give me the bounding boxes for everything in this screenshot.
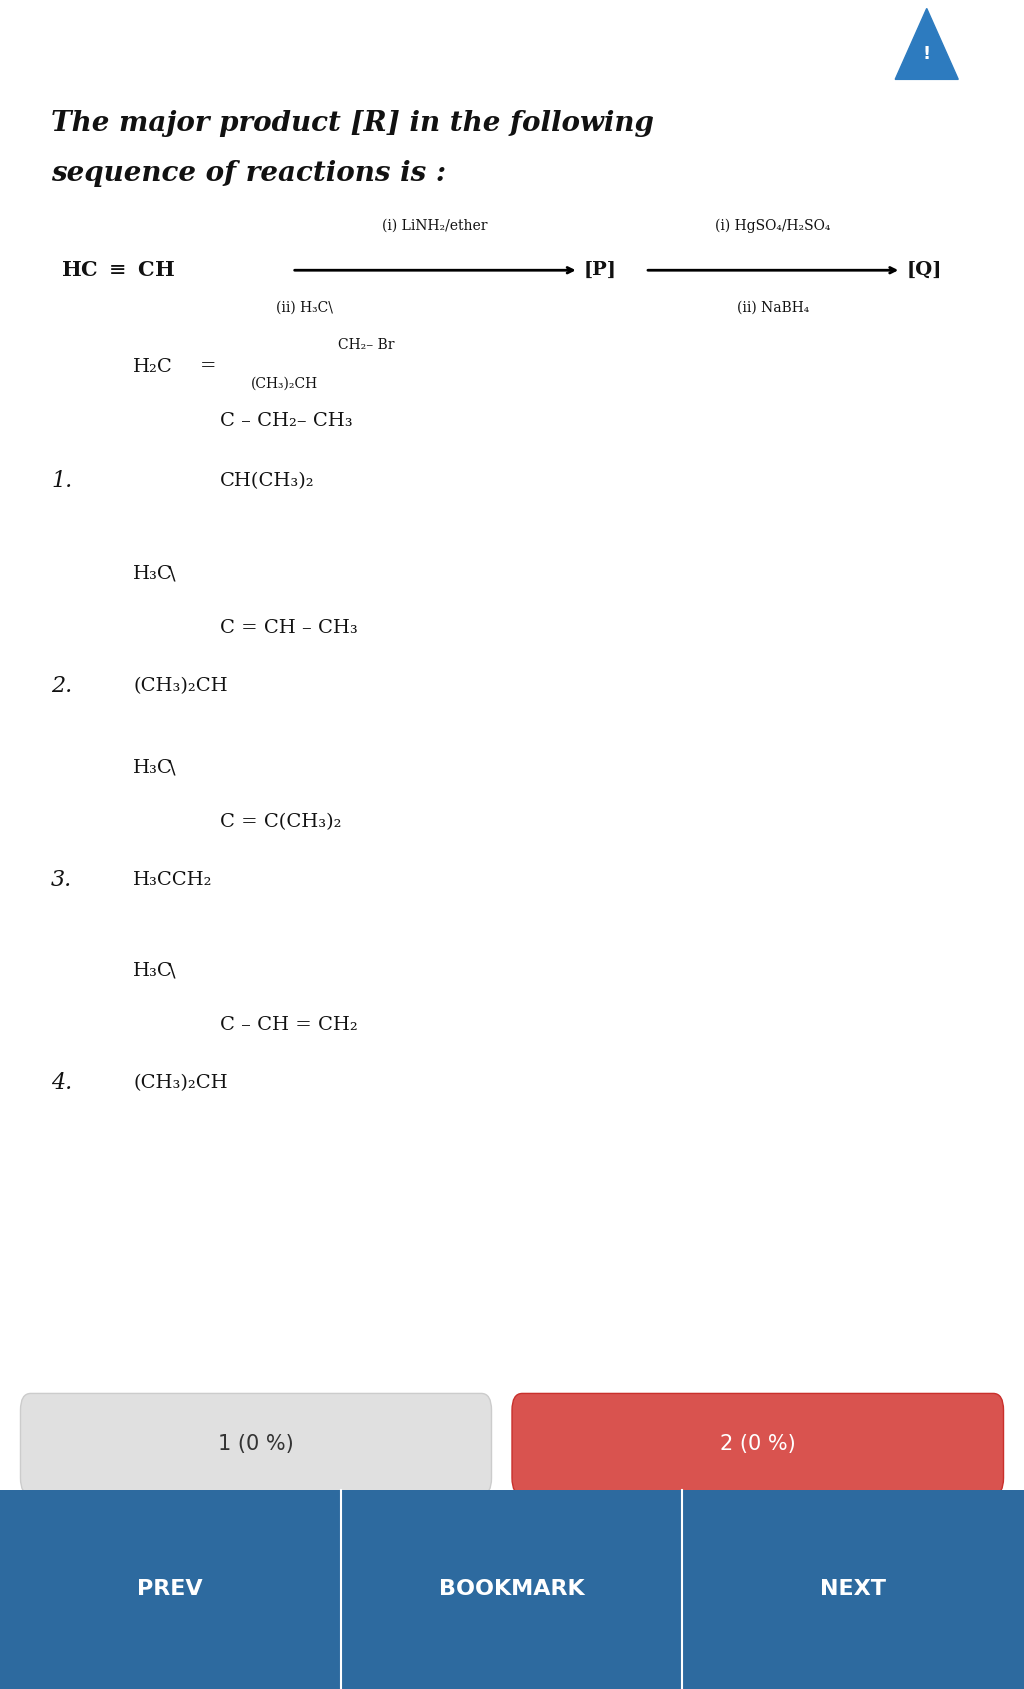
Text: BOOKMARK: BOOKMARK: [439, 1579, 585, 1599]
Text: H₃CCH₂: H₃CCH₂: [133, 872, 213, 888]
Text: The major product [R] in the following: The major product [R] in the following: [51, 110, 654, 137]
Text: H₃C: H₃C: [133, 760, 173, 777]
Text: 3.: 3.: [51, 868, 73, 892]
Text: C – CH = CH₂: C – CH = CH₂: [220, 1017, 358, 1034]
Text: C = CH – CH₃: C = CH – CH₃: [220, 620, 358, 637]
Text: H₃C: H₃C: [133, 963, 173, 980]
Text: (CH₃)₂CH: (CH₃)₂CH: [133, 1074, 227, 1091]
Text: 2 (0 %): 2 (0 %): [720, 1434, 796, 1454]
Text: NEXT: NEXT: [820, 1579, 886, 1599]
FancyBboxPatch shape: [512, 1393, 1004, 1495]
Text: [P]: [P]: [584, 262, 616, 279]
Text: 1.: 1.: [51, 470, 73, 493]
Text: (ii) NaBH₄: (ii) NaBH₄: [737, 301, 809, 314]
Text: (i) LiNH₂/ether: (i) LiNH₂/ether: [382, 220, 488, 233]
Text: H₃C: H₃C: [133, 566, 173, 583]
Text: (CH₃)₂CH: (CH₃)₂CH: [251, 377, 318, 390]
Text: (ii) H₃C\: (ii) H₃C\: [276, 301, 334, 314]
Text: (CH₃)₂CH: (CH₃)₂CH: [133, 677, 227, 694]
Text: !: !: [923, 46, 931, 62]
Text: CH(CH₃)₂: CH(CH₃)₂: [220, 473, 314, 490]
Text: [Q]: [Q]: [906, 262, 942, 279]
Text: C – CH₂– CH₃: C – CH₂– CH₃: [220, 412, 353, 429]
Text: 1 (0 %): 1 (0 %): [218, 1434, 294, 1454]
Text: sequence of reactions is :: sequence of reactions is :: [51, 160, 446, 187]
Text: 4.: 4.: [51, 1071, 73, 1094]
Text: H₂C: H₂C: [133, 358, 173, 375]
Text: (i) HgSO₄/H₂SO₄: (i) HgSO₄/H₂SO₄: [716, 218, 830, 233]
Text: HC $\equiv$ CH: HC $\equiv$ CH: [61, 260, 175, 280]
Bar: [0, 1490, 1024, 1689]
Text: C = C(CH₃)₂: C = C(CH₃)₂: [220, 814, 342, 831]
Polygon shape: [895, 8, 958, 79]
FancyBboxPatch shape: [20, 1393, 492, 1495]
Text: PREV: PREV: [137, 1579, 203, 1599]
Text: 2.: 2.: [51, 674, 73, 698]
Text: \: \: [169, 963, 175, 980]
Text: CH₂– Br: CH₂– Br: [338, 338, 394, 351]
Text: =: =: [200, 358, 216, 375]
Text: \: \: [169, 760, 175, 777]
Text: \: \: [169, 566, 175, 583]
